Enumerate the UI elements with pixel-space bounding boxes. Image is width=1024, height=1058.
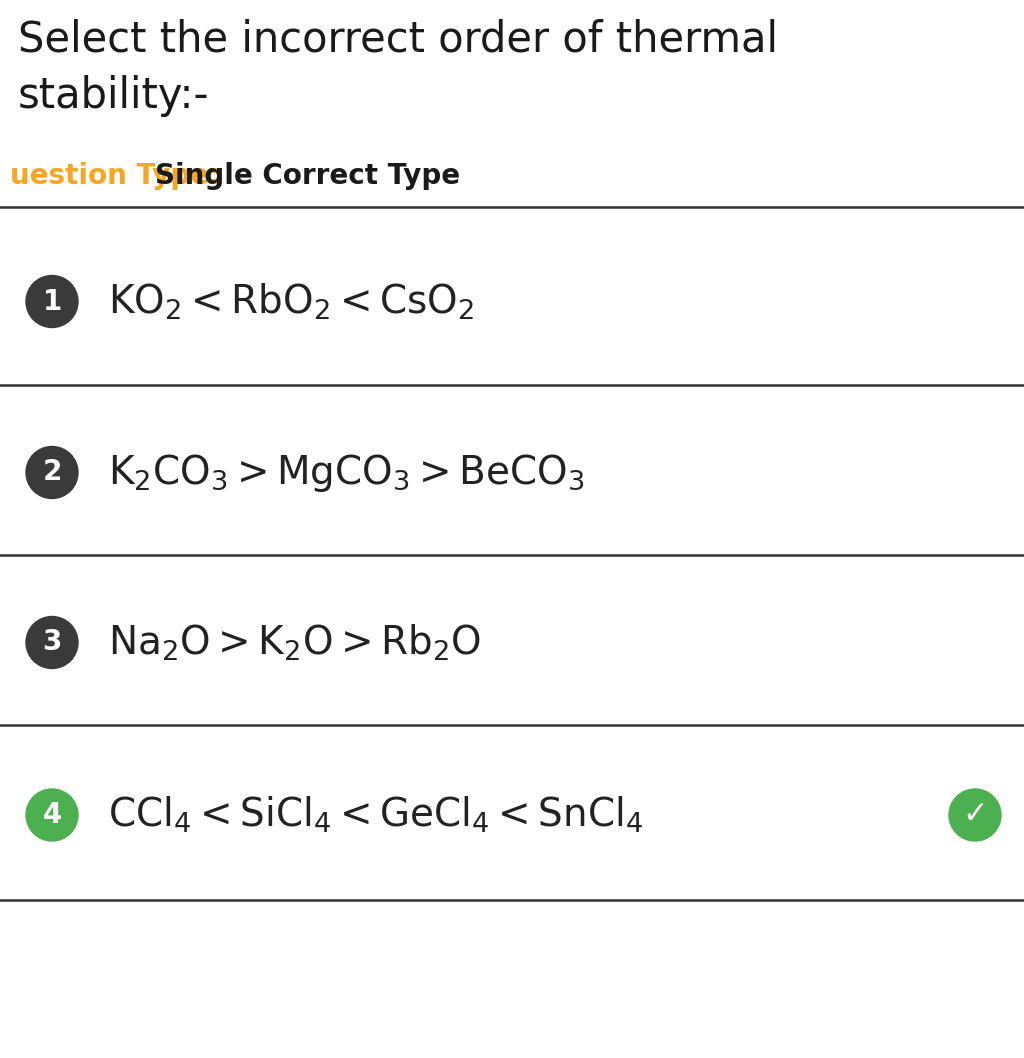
Text: 3: 3 (42, 628, 61, 657)
Text: uestion Type:: uestion Type: (10, 162, 220, 190)
Circle shape (26, 446, 78, 498)
Circle shape (949, 789, 1001, 841)
Circle shape (26, 789, 78, 841)
Text: 2: 2 (42, 458, 61, 487)
Text: ✓: ✓ (963, 801, 988, 829)
Text: $\mathregular{CCl_4 < SiCl_4 < GeCl_4 < SnCl_4}$: $\mathregular{CCl_4 < SiCl_4 < GeCl_4 < … (108, 795, 643, 835)
Circle shape (26, 275, 78, 328)
Circle shape (26, 617, 78, 669)
Text: 4: 4 (42, 801, 61, 829)
Text: $\mathregular{KO_2 < RbO_2 < CsO_2}$: $\mathregular{KO_2 < RbO_2 < CsO_2}$ (108, 281, 474, 322)
Text: stability:-: stability:- (18, 75, 210, 117)
Text: Select the incorrect order of thermal: Select the incorrect order of thermal (18, 18, 778, 60)
Text: $\mathregular{Na_2O > K_2O > Rb_2O}$: $\mathregular{Na_2O > K_2O > Rb_2O}$ (108, 622, 481, 662)
Text: 1: 1 (42, 288, 61, 315)
Text: Single Correct Type: Single Correct Type (155, 162, 460, 190)
Text: $\mathregular{K_2CO_3 > MgCO_3 > BeCO_3}$: $\mathregular{K_2CO_3 > MgCO_3 > BeCO_3}… (108, 452, 585, 493)
